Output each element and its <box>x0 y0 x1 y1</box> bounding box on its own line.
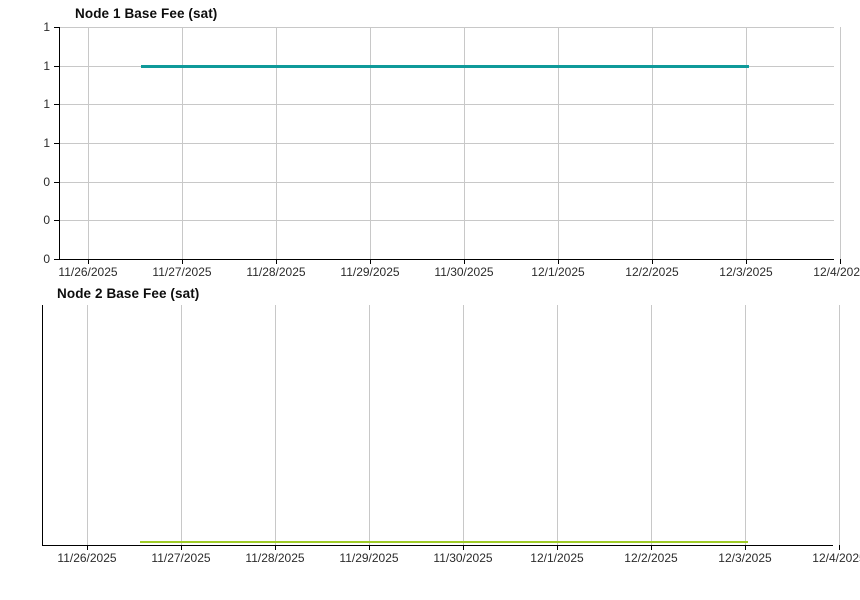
series-line-node-2 <box>140 541 748 543</box>
x-tick <box>463 545 464 550</box>
gridline-v <box>840 27 841 259</box>
gridline-v <box>182 27 183 259</box>
x-axis-line-node-2 <box>42 545 833 546</box>
x-tick <box>651 545 652 550</box>
gridline-v <box>275 305 276 545</box>
x-tick <box>275 545 276 550</box>
x-tick-label: 12/2/2025 <box>625 265 679 279</box>
gridline-v <box>463 305 464 545</box>
gridline-v <box>87 305 88 545</box>
gridline-v <box>369 305 370 545</box>
x-tick <box>558 259 559 264</box>
y-tick <box>54 220 59 221</box>
x-tick-label: 11/27/2025 <box>152 265 212 279</box>
x-tick-label: 11/29/2025 <box>339 551 399 565</box>
y-tick-label: 0 <box>43 213 50 227</box>
gridline-h <box>59 182 834 183</box>
x-axis-line-node-1 <box>59 259 834 260</box>
x-tick <box>464 259 465 264</box>
x-tick-label: 11/30/2025 <box>433 551 493 565</box>
x-tick <box>557 545 558 550</box>
x-tick <box>652 259 653 264</box>
y-tick <box>54 66 59 67</box>
x-tick <box>88 259 89 264</box>
y-tick <box>54 143 59 144</box>
plot-area-node-1 <box>59 27 841 259</box>
x-tick-label: 11/28/2025 <box>245 551 305 565</box>
chart-title-node-2: Node 2 Base Fee (sat) <box>57 286 200 301</box>
x-tick <box>182 259 183 264</box>
x-tick <box>87 545 88 550</box>
x-tick-label: 11/28/2025 <box>246 265 306 279</box>
gridline-v <box>651 305 652 545</box>
gridline-h <box>59 27 834 28</box>
x-tick-label: 11/30/2025 <box>434 265 494 279</box>
gridline-v <box>746 27 747 259</box>
gridline-v <box>276 27 277 259</box>
gridline-h <box>59 104 834 105</box>
gridline-v <box>839 305 840 545</box>
gridline-v <box>88 27 89 259</box>
y-tick-label: 1 <box>43 20 50 34</box>
x-tick <box>840 259 841 264</box>
gridline-h <box>59 220 834 221</box>
x-tick-label: 12/3/2025 <box>719 265 773 279</box>
gridline-v <box>557 305 558 545</box>
y-tick <box>54 27 59 28</box>
x-tick-label: 11/26/2025 <box>57 551 117 565</box>
x-tick-label: 11/27/2025 <box>151 551 211 565</box>
x-tick <box>276 259 277 264</box>
gridline-v <box>181 305 182 545</box>
y-tick-label: 0 <box>43 252 50 266</box>
x-tick-label: 11/29/2025 <box>340 265 400 279</box>
plot-area-node-2 <box>42 305 840 545</box>
x-tick <box>369 545 370 550</box>
y-tick <box>54 104 59 105</box>
y-tick-label: 0 <box>43 175 50 189</box>
x-tick-label: 12/2/2025 <box>624 551 678 565</box>
x-tick-label: 12/4/2025 <box>812 551 860 565</box>
y-tick-label: 1 <box>43 97 50 111</box>
gridline-v <box>464 27 465 259</box>
gridline-h <box>59 143 834 144</box>
gridline-v <box>370 27 371 259</box>
gridline-v <box>652 27 653 259</box>
x-tick <box>839 545 840 550</box>
x-tick <box>745 545 746 550</box>
x-tick <box>181 545 182 550</box>
chart-title-node-1: Node 1 Base Fee (sat) <box>75 6 218 21</box>
y-axis-line-node-1 <box>59 27 60 260</box>
y-tick <box>54 259 59 260</box>
y-axis-line-node-2 <box>42 305 43 545</box>
y-tick <box>54 182 59 183</box>
x-tick <box>746 259 747 264</box>
x-tick-label: 11/26/2025 <box>58 265 118 279</box>
x-tick-label: 12/1/2025 <box>531 265 585 279</box>
y-tick-label: 1 <box>43 136 50 150</box>
x-tick-label: 12/3/2025 <box>718 551 772 565</box>
x-tick-label: 12/1/2025 <box>530 551 584 565</box>
x-tick-label: 12/4/2025 <box>813 265 860 279</box>
y-tick-label: 1 <box>43 59 50 73</box>
gridline-v <box>558 27 559 259</box>
gridline-v <box>745 305 746 545</box>
x-tick <box>370 259 371 264</box>
series-line-node-1 <box>141 65 749 68</box>
